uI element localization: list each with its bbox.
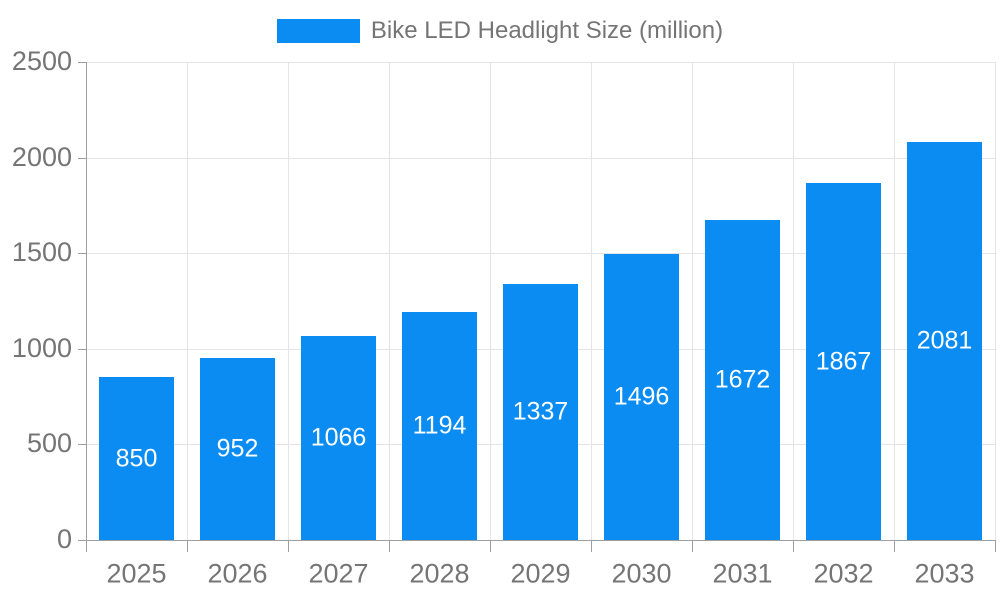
y-tick bbox=[78, 349, 86, 350]
v-gridline bbox=[793, 62, 794, 540]
bar[interactable] bbox=[99, 377, 174, 540]
v-gridline bbox=[894, 62, 895, 540]
x-tick bbox=[490, 540, 491, 552]
x-tick bbox=[793, 540, 794, 552]
v-gridline bbox=[288, 62, 289, 540]
v-gridline bbox=[591, 62, 592, 540]
x-tick bbox=[389, 540, 390, 552]
bar-value-label: 1066 bbox=[310, 423, 367, 452]
x-axis-label: 2029 bbox=[510, 558, 571, 589]
bar[interactable] bbox=[301, 336, 376, 540]
legend-swatch bbox=[276, 19, 360, 43]
legend-label: Bike LED Headlight Size (million) bbox=[370, 17, 724, 44]
bar[interactable] bbox=[503, 284, 578, 540]
v-gridline bbox=[389, 62, 390, 540]
h-gridline bbox=[86, 253, 995, 254]
y-axis-label: 0 bbox=[56, 523, 72, 554]
x-tick bbox=[692, 540, 693, 552]
bar[interactable] bbox=[402, 311, 477, 540]
x-tick bbox=[995, 540, 996, 552]
y-axis-label: 500 bbox=[26, 427, 72, 458]
legend[interactable]: Bike LED Headlight Size (million) bbox=[0, 18, 1000, 44]
v-gridline bbox=[490, 62, 491, 540]
bar-value-label: 1337 bbox=[512, 397, 569, 426]
bar-value-label: 1496 bbox=[613, 382, 670, 411]
x-axis-line bbox=[86, 540, 995, 541]
h-gridline bbox=[86, 62, 995, 63]
x-tick bbox=[894, 540, 895, 552]
x-axis-label: 2031 bbox=[712, 558, 773, 589]
bar-value-label: 2081 bbox=[916, 326, 973, 355]
x-tick bbox=[86, 540, 87, 552]
v-gridline bbox=[187, 62, 188, 540]
y-axis-label: 2000 bbox=[11, 141, 72, 172]
y-tick bbox=[78, 158, 86, 159]
x-axis-label: 2027 bbox=[308, 558, 369, 589]
bar[interactable] bbox=[705, 220, 780, 540]
x-tick bbox=[591, 540, 592, 552]
y-tick bbox=[78, 62, 86, 63]
y-axis-label: 1500 bbox=[11, 236, 72, 267]
y-tick bbox=[78, 540, 86, 541]
h-gridline bbox=[86, 158, 995, 159]
x-axis-label: 2030 bbox=[611, 558, 672, 589]
y-axis-line bbox=[86, 62, 87, 540]
x-axis-label: 2025 bbox=[106, 558, 167, 589]
bar-value-label: 952 bbox=[216, 434, 259, 463]
bar-value-label: 1672 bbox=[714, 365, 771, 394]
bar[interactable] bbox=[604, 253, 679, 540]
bar-value-label: 1194 bbox=[412, 411, 467, 440]
y-tick bbox=[78, 253, 86, 254]
x-axis-label: 2026 bbox=[207, 558, 268, 589]
y-axis-label: 1000 bbox=[11, 332, 72, 363]
bar[interactable] bbox=[200, 357, 275, 540]
v-gridline bbox=[692, 62, 693, 540]
x-axis-label: 2033 bbox=[914, 558, 975, 589]
x-axis-label: 2028 bbox=[409, 558, 470, 589]
v-gridline bbox=[995, 62, 996, 540]
x-axis-label: 2032 bbox=[813, 558, 874, 589]
x-tick bbox=[288, 540, 289, 552]
x-tick bbox=[187, 540, 188, 552]
bar-value-label: 850 bbox=[115, 444, 158, 473]
bar[interactable] bbox=[806, 183, 881, 540]
bar[interactable] bbox=[907, 142, 982, 540]
bar-value-label: 1867 bbox=[815, 347, 872, 375]
y-tick bbox=[78, 444, 86, 445]
y-axis-label: 2500 bbox=[11, 45, 72, 76]
